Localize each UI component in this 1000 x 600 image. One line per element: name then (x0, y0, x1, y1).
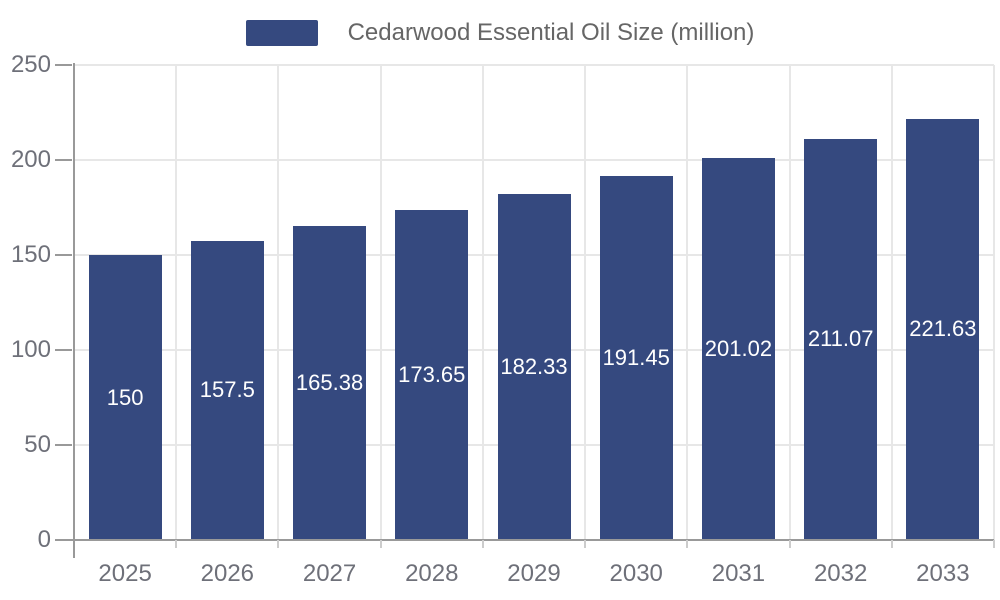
y-axis-tick (55, 349, 72, 351)
gridline-vertical (175, 65, 178, 540)
bar-value-label: 201.02 (704, 336, 773, 362)
bar[interactable] (190, 240, 264, 540)
y-axis-tick (55, 64, 72, 66)
bar[interactable] (906, 118, 980, 540)
bar-value-label: 150 (106, 384, 144, 410)
legend-label: Cedarwood Essential Oil Size (million) (347, 19, 755, 46)
y-axis-tick (55, 539, 72, 541)
gridline-vertical (686, 65, 689, 540)
gridline-vertical (890, 65, 893, 540)
y-axis-tick-label: 200 (10, 146, 51, 173)
gridline-vertical (584, 65, 587, 540)
y-axis-tick-label: 150 (10, 241, 51, 268)
x-axis-tick-label: 2032 (813, 560, 868, 587)
gridline-vertical (993, 65, 995, 540)
y-axis-tick-label: 250 (10, 51, 51, 78)
y-axis-tick (55, 159, 72, 161)
bar-value-label: 191.45 (602, 345, 670, 371)
x-axis-tick (584, 540, 587, 548)
x-axis-tick-label: 2027 (302, 560, 357, 587)
x-axis-tick (379, 540, 382, 548)
y-axis-tick-label: 100 (10, 336, 51, 363)
x-axis-tick-label: 2025 (98, 560, 152, 587)
x-axis-tick-label: 2028 (405, 560, 459, 587)
bar[interactable] (497, 193, 571, 540)
x-axis-tick-label: 2030 (609, 560, 663, 587)
bar-value-label: 182.33 (500, 353, 568, 379)
y-axis-tick (55, 444, 72, 446)
legend[interactable]: Cedarwood Essential Oil Size (million) (0, 14, 1000, 52)
x-axis-tick-label: 2026 (200, 560, 255, 587)
bar-value-label: 211.07 (807, 326, 874, 352)
y-axis-line (73, 63, 75, 558)
gridline-horizontal (74, 159, 994, 161)
x-axis-tick (175, 540, 178, 548)
x-axis-line (55, 539, 994, 541)
plot-area: 0 50 100 150 200 250 2025 2026 2027 2028 2029 2030 2… (11, 51, 995, 587)
bar[interactable] (804, 138, 878, 540)
bar[interactable] (88, 255, 162, 540)
x-axis-tick (277, 540, 280, 548)
gridline-vertical (788, 65, 791, 540)
x-axis-tick-label: 2029 (507, 560, 561, 587)
legend-swatch (245, 20, 318, 46)
bar-value-label: 221.63 (909, 316, 977, 342)
x-axis-tick (788, 540, 791, 548)
x-axis-tick (481, 540, 484, 548)
gridline-horizontal (74, 64, 994, 66)
bar-value-label: 173.65 (398, 362, 466, 388)
bar[interactable] (293, 225, 367, 540)
x-axis-tick (993, 540, 995, 548)
gridline-vertical (481, 65, 484, 540)
bar[interactable] (599, 176, 673, 540)
y-axis-tick-label: 0 (37, 526, 51, 553)
y-axis-tick (55, 254, 72, 256)
gridline-vertical (277, 65, 280, 540)
x-axis-tick-label: 2031 (711, 560, 766, 587)
gridline-vertical (379, 65, 382, 540)
bar[interactable] (395, 210, 469, 540)
y-axis-tick-label: 50 (24, 431, 51, 458)
bar-value-label: 165.38 (295, 369, 364, 395)
bar-value-label: 157.5 (199, 377, 255, 403)
x-axis-tick-label: 2033 (916, 560, 970, 587)
x-axis-tick (890, 540, 893, 548)
bar[interactable] (701, 158, 775, 540)
x-axis-tick (686, 540, 689, 548)
